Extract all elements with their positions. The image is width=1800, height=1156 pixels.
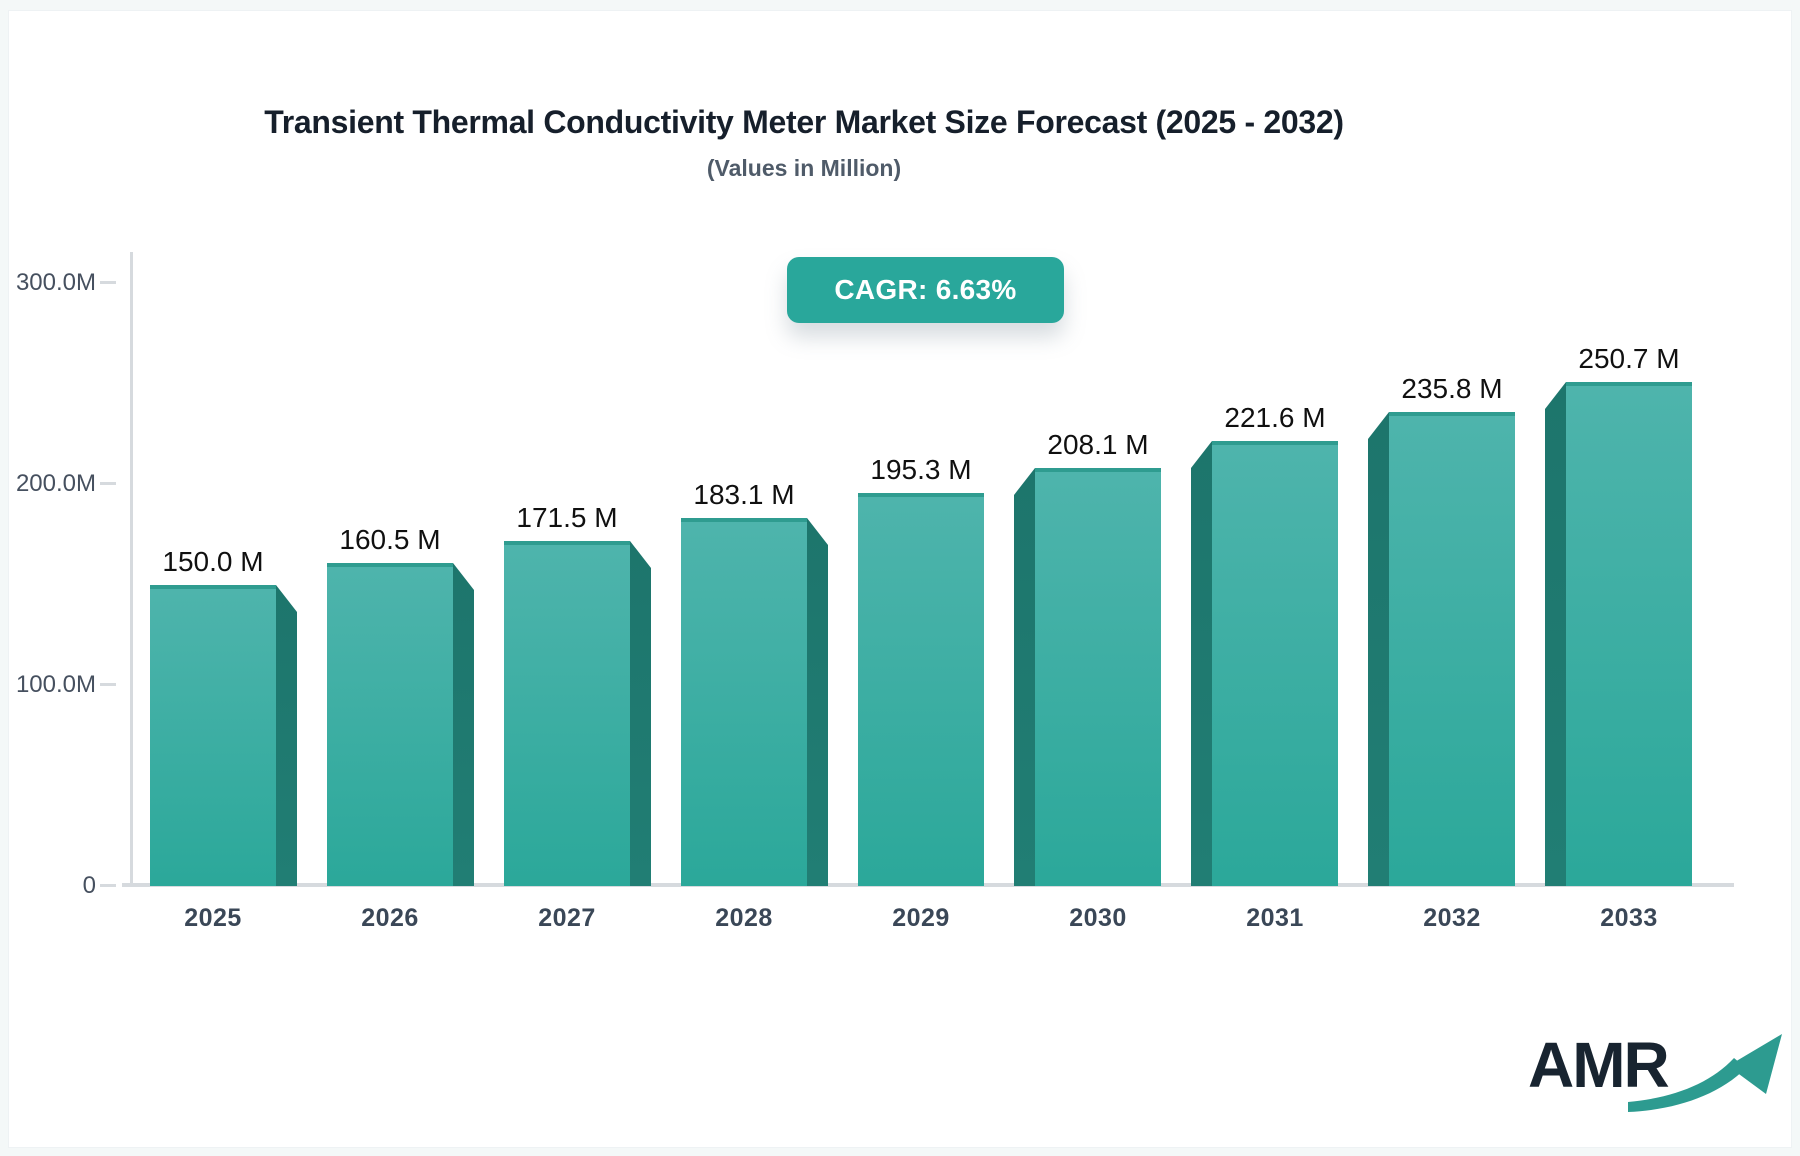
bar-face [327,563,453,886]
y-axis-tick [100,281,116,284]
chart-title: Transient Thermal Conductivity Meter Mar… [264,104,1344,140]
bar-face [858,493,984,886]
x-axis-label-2032: 2032 [1423,904,1481,932]
y-axis-tick [100,884,116,887]
bar-face [681,518,807,886]
bar-2027 [504,541,651,886]
y-axis-line [130,252,133,886]
bar-2026 [327,563,474,886]
bar-2030 [1014,468,1161,886]
x-axis-label-2030: 2030 [1069,904,1127,932]
bar-value-label: 183.1 M [693,479,795,510]
bar-value-label: 195.3 M [870,454,972,485]
y-axis-tick [100,683,116,686]
y-axis-tick-label: 0 [82,872,96,899]
bar-value-label: 235.8 M [1401,373,1503,404]
x-axis-label-2031: 2031 [1246,904,1304,932]
bar-face [1035,468,1161,886]
bar-side-face [276,585,297,886]
bar-face [1566,382,1692,886]
y-axis-tick-label: 300.0M [15,269,96,296]
bar-face [504,541,630,886]
x-axis-label-2028: 2028 [715,904,773,932]
chart-subtitle: (Values in Million) [706,155,902,181]
amr-logo: AMR [1528,1028,1788,1118]
bar-2025 [150,585,297,886]
bar-value-label: 171.5 M [516,502,618,533]
x-axis-label-2029: 2029 [892,904,950,932]
bar-2033 [1545,382,1692,886]
bar-value-label: 150.0 M [162,546,264,577]
cagr-badge: CAGR: 6.63% [787,257,1064,323]
y-axis-tick [100,482,116,485]
header: Transient Thermal Conductivity Meter Mar… [0,104,1608,182]
bar-side-face [1368,412,1389,886]
bar-face [1389,412,1515,886]
bar-value-label: 208.1 M [1047,429,1149,460]
bar-side-face [453,563,474,886]
bar-value-label: 250.7 M [1578,343,1680,374]
x-axis-label-2027: 2027 [538,904,596,932]
bar-side-face [1545,382,1566,886]
bar-side-face [1191,441,1212,886]
y-axis-tick-label: 100.0M [15,671,96,698]
x-axis-label-2033: 2033 [1600,904,1658,932]
bar-2031 [1191,441,1338,886]
bar-value-label: 221.6 M [1224,402,1326,433]
logo-arrow-icon [1628,1034,1782,1112]
bar-side-face [807,518,828,886]
bar-face [150,585,276,886]
x-axis-label-2026: 2026 [361,904,419,932]
bar-2032 [1368,412,1515,886]
logo-text: AMR [1528,1029,1670,1101]
bar-value-label: 160.5 M [339,524,441,555]
y-axis-tick-label: 200.0M [15,470,96,497]
x-axis-label-2025: 2025 [184,904,242,932]
bar-2029 [858,493,984,886]
bar-2028 [681,518,828,886]
bar-face [1212,441,1338,886]
bar-side-face [1014,468,1035,886]
bar-side-face [630,541,651,886]
